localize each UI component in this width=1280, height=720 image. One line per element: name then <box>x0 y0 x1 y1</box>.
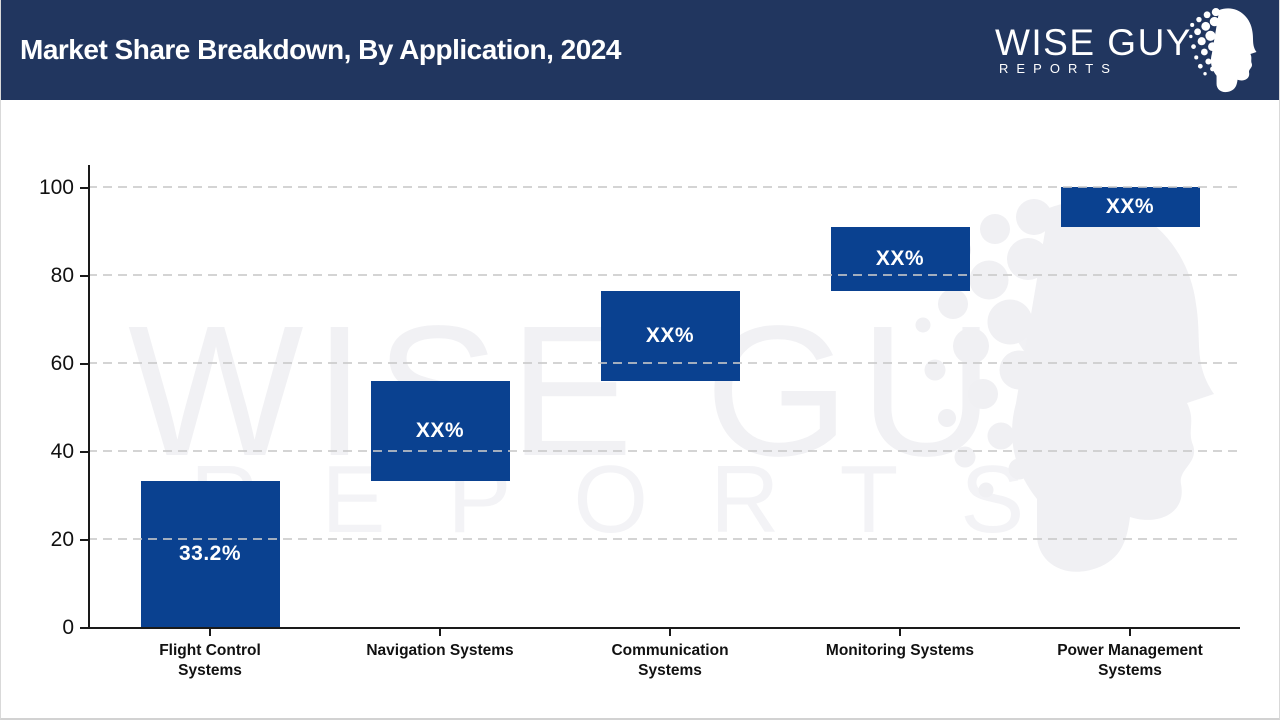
logo-text: WISE GUY REPORTS <box>994 21 1192 76</box>
gridline <box>88 450 1240 452</box>
gridline <box>88 538 1240 540</box>
y-tick-label: 60 <box>50 352 74 375</box>
watermark-head-icon <box>915 199 1214 572</box>
y-tick <box>80 275 88 277</box>
gridline <box>88 186 1240 188</box>
bar-value-label: XX% <box>1105 195 1155 219</box>
bar: XX% <box>600 290 740 381</box>
y-tick <box>80 539 88 541</box>
bar: XX% <box>370 380 510 481</box>
x-tick-label: Communication Systems <box>560 641 780 681</box>
bar: XX% <box>830 227 970 291</box>
x-tick-label-line: Systems <box>1098 662 1162 679</box>
y-tick-label: 20 <box>50 528 74 551</box>
x-tick <box>669 629 671 636</box>
watermark-subtitle: REPORTS <box>190 446 1087 553</box>
y-tick <box>80 627 88 629</box>
y-tick <box>80 451 88 453</box>
bar: 33.2% <box>140 480 280 627</box>
x-tick-label: Flight Control Systems <box>100 641 320 681</box>
x-tick-label: Monitoring Systems <box>790 641 1010 661</box>
head-profile-icon <box>1189 8 1257 93</box>
logo-subtitle: REPORTS <box>998 60 1118 76</box>
x-axis <box>88 627 1240 629</box>
x-tick-label: Navigation Systems <box>330 641 550 661</box>
bar-value-label: XX% <box>645 323 695 347</box>
y-tick <box>80 363 88 365</box>
chart-area: WISE GUY REPORTS 33.2% XX% XX% XX% XX% 0 20 40 6… <box>0 100 1280 718</box>
header-bar: Market Share Breakdown, By Application, … <box>0 0 1280 100</box>
logo-wordmark: WISE GUY <box>994 21 1192 63</box>
x-tick <box>1129 629 1131 636</box>
x-tick <box>439 629 441 636</box>
bar: XX% <box>1060 187 1200 228</box>
x-tick <box>899 629 901 636</box>
x-tick <box>209 629 211 636</box>
x-tick-label-line: Communication <box>611 642 729 659</box>
wise-guy-reports-logo: WISE GUY REPORTS <box>995 6 1280 94</box>
x-tick-label-line: Monitoring Systems <box>825 642 975 659</box>
y-tick-label: 100 <box>38 176 74 199</box>
y-tick-label: 0 <box>62 616 74 639</box>
y-axis <box>88 165 90 629</box>
x-tick-label-line: Flight Control <box>159 642 261 659</box>
y-tick <box>80 187 88 189</box>
x-tick-label: Power Management Systems <box>1020 641 1240 681</box>
x-tick-label-line: Systems <box>178 662 242 679</box>
y-tick-label: 80 <box>50 264 74 287</box>
y-tick-label: 40 <box>50 440 74 463</box>
x-tick-label-line: Power Management <box>1057 642 1203 659</box>
x-tick-label-line: Systems <box>638 662 702 679</box>
page-title: Market Share Breakdown, By Application, … <box>20 34 621 65</box>
gridline <box>88 274 1240 276</box>
gridline <box>88 362 1240 364</box>
bar-value-label: 33.2% <box>178 541 242 565</box>
bar-value-label: XX% <box>415 418 465 442</box>
x-tick-label-line: Navigation Systems <box>366 642 514 659</box>
bar-value-label: XX% <box>875 246 925 270</box>
